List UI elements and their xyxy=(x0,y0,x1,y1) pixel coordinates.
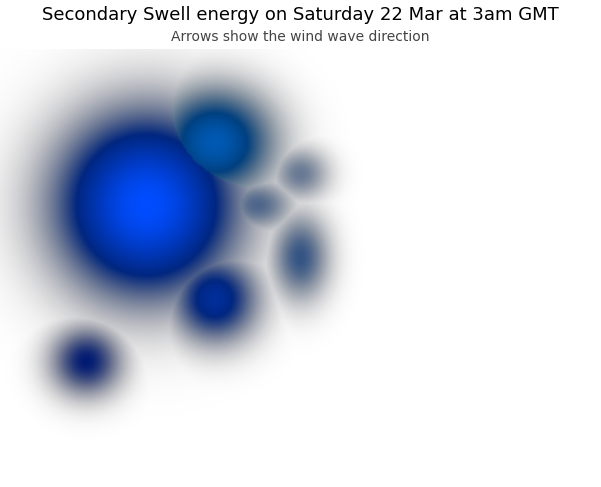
Text: Secondary Swell energy on Saturday 22 Mar at 3am GMT: Secondary Swell energy on Saturday 22 Ma… xyxy=(42,6,559,23)
Text: Arrows show the wind wave direction: Arrows show the wind wave direction xyxy=(171,30,430,43)
